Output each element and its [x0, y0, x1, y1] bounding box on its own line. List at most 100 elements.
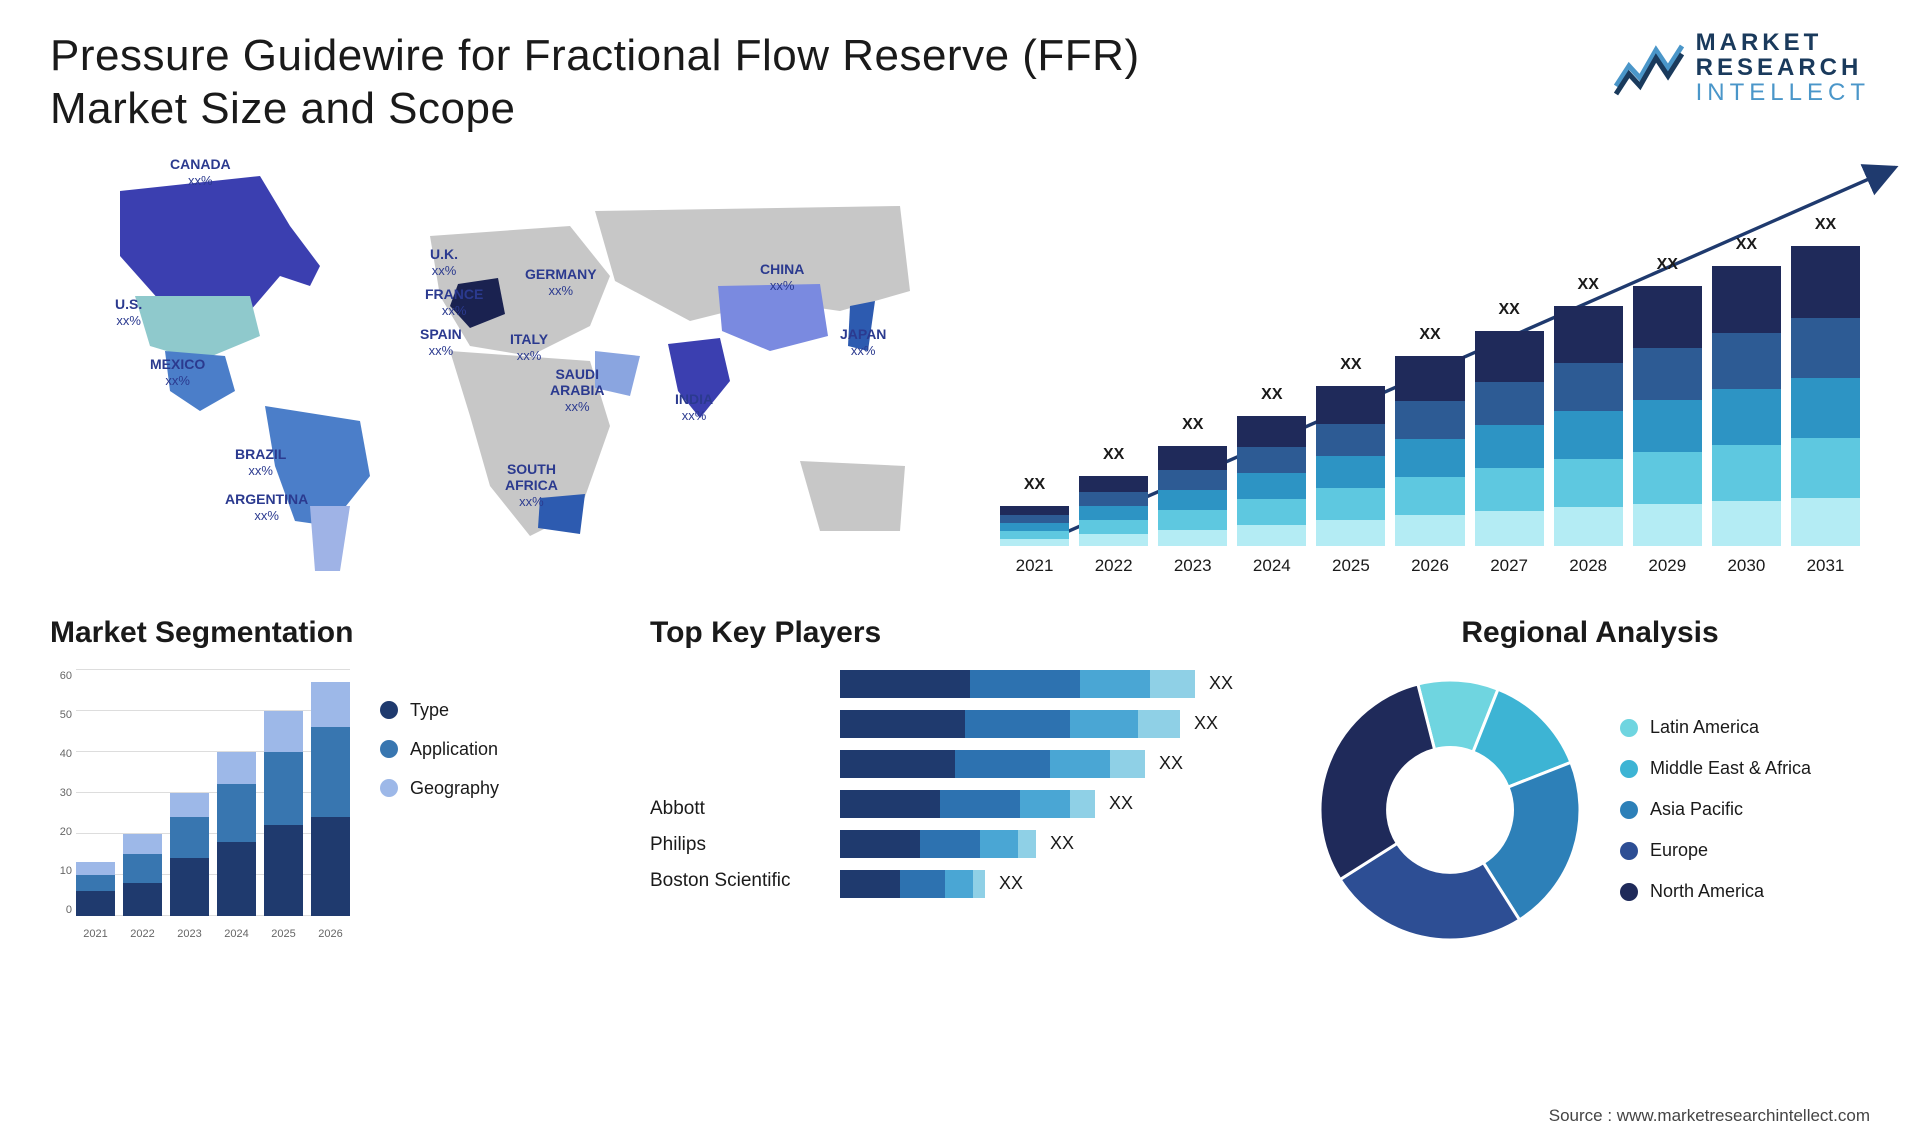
regional-legend: Latin AmericaMiddle East & AfricaAsia Pa… [1620, 717, 1811, 902]
map-region [135, 296, 260, 361]
key-player-value: XX [1109, 793, 1133, 814]
key-player-value: XX [999, 873, 1023, 894]
key-players-bars: XX XX XX XX XX XX [840, 670, 1270, 898]
forecast-year-label: 2031 [1791, 556, 1860, 576]
forecast-bar: XX [1395, 326, 1464, 546]
forecast-year-label: 2024 [1237, 556, 1306, 576]
map-label: U.K.xx% [430, 246, 458, 279]
key-player-bar: XX [840, 830, 1270, 858]
forecast-value-label: XX [1498, 301, 1519, 319]
legend-swatch [380, 779, 398, 797]
forecast-bar: XX [1079, 446, 1148, 546]
forecast-value-label: XX [1419, 326, 1440, 344]
forecast-value-label: XX [1736, 236, 1757, 254]
forecast-year-label: 2025 [1316, 556, 1385, 576]
segmentation-year: 2026 [311, 928, 350, 940]
top-row: CANADAxx%U.S.xx%MEXICOxx%BRAZILxx%ARGENT… [50, 156, 1870, 576]
forecast-year-label: 2022 [1079, 556, 1148, 576]
segmentation-year: 2024 [217, 928, 256, 940]
brand-logo: MARKET RESEARCH INTELLECT [1614, 30, 1870, 106]
key-player-bar: XX [840, 750, 1270, 778]
key-players-panel: Top Key Players AbbottPhilipsBoston Scie… [650, 616, 1270, 950]
forecast-bar: XX [1554, 276, 1623, 546]
header: Pressure Guidewire for Fractional Flow R… [50, 30, 1870, 136]
forecast-bar: XX [1237, 386, 1306, 546]
key-player-value: XX [1209, 673, 1233, 694]
legend-item: Application [380, 739, 499, 760]
page-title: Pressure Guidewire for Fractional Flow R… [50, 30, 1150, 136]
forecast-bar: XX [1316, 356, 1385, 546]
forecast-value-label: XX [1261, 386, 1282, 404]
key-player-value: XX [1159, 753, 1183, 774]
forecast-bar: XX [1158, 416, 1227, 546]
legend-label: Middle East & Africa [1650, 758, 1811, 779]
map-label: SAUDIARABIAxx% [550, 366, 604, 415]
map-label: SPAINxx% [420, 326, 462, 359]
source-attribution: Source : www.marketresearchintellect.com [1549, 1106, 1870, 1126]
map-label: INDIAxx% [675, 391, 713, 424]
segmentation-legend: Type Application Geography [380, 670, 499, 799]
forecast-value-label: XX [1340, 356, 1361, 374]
forecast-bar: XX [1791, 216, 1860, 546]
legend-label: North America [1650, 881, 1764, 902]
key-player-bar: XX [840, 710, 1270, 738]
legend-label: Asia Pacific [1650, 799, 1743, 820]
map-region [718, 284, 828, 351]
legend-swatch [1620, 801, 1638, 819]
forecast-value-label: XX [1024, 476, 1045, 494]
segmentation-year: 2025 [264, 928, 303, 940]
forecast-bar: XX [1475, 301, 1544, 546]
bottom-row: Market Segmentation 6050403020100 202120… [50, 616, 1870, 950]
legend-swatch [1620, 760, 1638, 778]
segmentation-title: Market Segmentation [50, 616, 610, 650]
legend-label: Application [410, 739, 498, 760]
segmentation-year: 2023 [170, 928, 209, 940]
map-label: JAPANxx% [840, 326, 886, 359]
forecast-year-label: 2029 [1633, 556, 1702, 576]
segmentation-bar [123, 834, 162, 916]
key-player-bar: XX [840, 870, 1270, 898]
map-region [310, 506, 350, 571]
segmentation-bar [264, 711, 303, 916]
key-player-bar: XX [840, 790, 1270, 818]
map-label: SOUTHAFRICAxx% [505, 461, 558, 510]
segmentation-bar [170, 793, 209, 916]
logo-line-1: MARKET [1696, 30, 1870, 55]
forecast-bar: XX [1000, 476, 1069, 546]
key-player-name: Boston Scientific [650, 870, 820, 892]
logo-line-2: RESEARCH [1696, 55, 1870, 80]
segmentation-year: 2021 [76, 928, 115, 940]
forecast-value-label: XX [1578, 276, 1599, 294]
segmentation-bar [311, 682, 350, 916]
logo-line-3: INTELLECT [1696, 80, 1870, 105]
key-players-names: AbbottPhilipsBoston Scientific [650, 670, 820, 898]
legend-item: Middle East & Africa [1620, 758, 1811, 779]
segmentation-year: 2022 [123, 928, 162, 940]
legend-swatch [380, 740, 398, 758]
legend-item: Europe [1620, 840, 1811, 861]
forecast-year-label: 2030 [1712, 556, 1781, 576]
map-label: ARGENTINAxx% [225, 491, 308, 524]
legend-swatch [380, 701, 398, 719]
map-label: MEXICOxx% [150, 356, 205, 389]
forecast-value-label: XX [1182, 416, 1203, 434]
legend-label: Type [410, 700, 449, 721]
legend-item: Asia Pacific [1620, 799, 1811, 820]
legend-label: Geography [410, 778, 499, 799]
key-player-value: XX [1194, 713, 1218, 734]
forecast-value-label: XX [1103, 446, 1124, 464]
key-players-title: Top Key Players [650, 616, 1270, 650]
forecast-bar: XX [1633, 256, 1702, 546]
segmentation-bar [217, 752, 256, 916]
legend-item: Type [380, 700, 499, 721]
forecast-bar: XX [1712, 236, 1781, 546]
legend-swatch [1620, 842, 1638, 860]
forecast-year-label: 2026 [1395, 556, 1464, 576]
legend-swatch [1620, 883, 1638, 901]
key-player-name: Abbott [650, 798, 820, 820]
segmentation-bar [76, 862, 115, 915]
regional-donut [1310, 670, 1590, 950]
forecast-chart: XXXXXXXXXXXXXXXXXXXXXX 20212022202320242… [990, 156, 1870, 576]
key-player-value: XX [1050, 833, 1074, 854]
regional-title: Regional Analysis [1310, 616, 1870, 650]
